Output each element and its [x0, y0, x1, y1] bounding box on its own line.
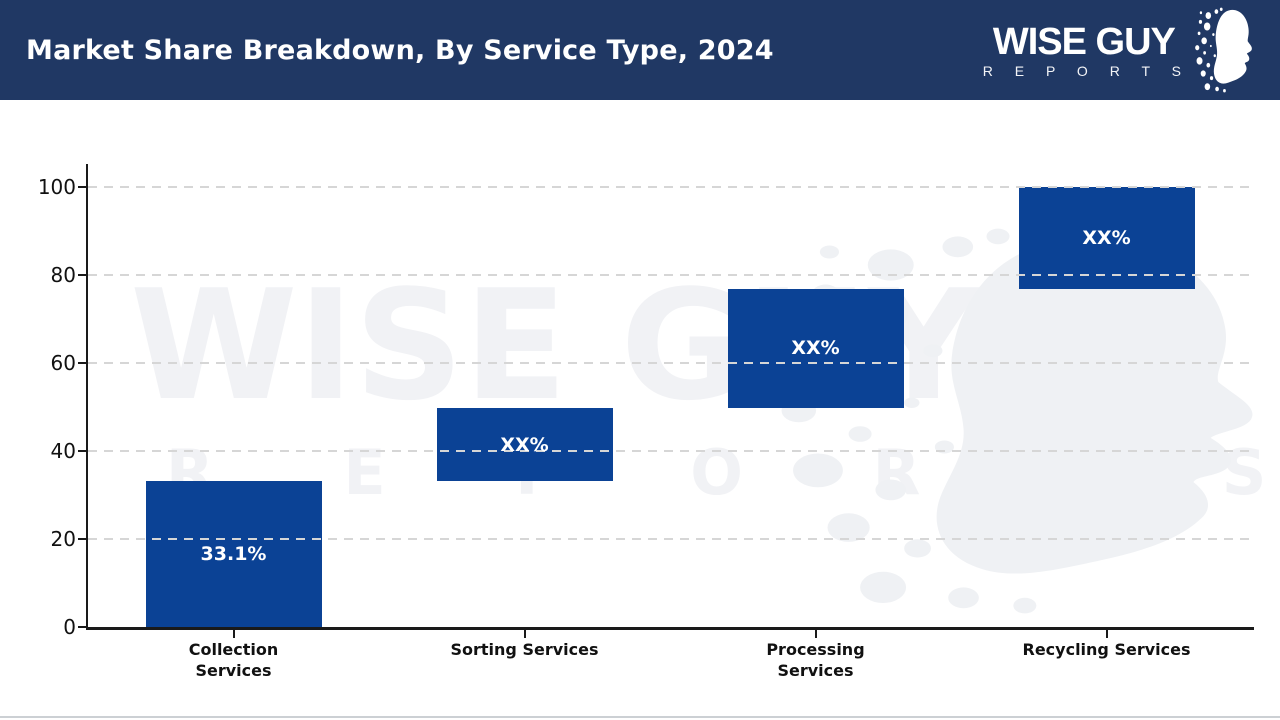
gridline-20	[88, 538, 1252, 540]
y-tick-label: 80	[50, 263, 76, 287]
wise-guy-head-icon	[1195, 7, 1252, 93]
x-tick-label-collection-services: Collection Services	[114, 639, 354, 681]
x-tick-label-line: Services	[195, 661, 272, 680]
x-axis-line	[86, 627, 1254, 630]
bar-recycling-services	[1018, 187, 1195, 290]
x-tick-mark	[232, 630, 235, 638]
y-tick-mark	[78, 450, 87, 452]
gridline-40	[88, 450, 1252, 452]
y-axis-line	[86, 164, 88, 630]
y-tick-mark	[78, 186, 87, 188]
x-tick-label-recycling-services: Recycling Services	[987, 639, 1227, 660]
y-tick-mark	[78, 362, 87, 364]
bar-value-label: 33.1%	[200, 543, 267, 566]
y-tick-label: 60	[50, 351, 76, 375]
x-tick-label-sorting-services: Sorting Services	[405, 639, 645, 660]
gridline-100	[88, 186, 1252, 188]
bar-processing-services	[727, 289, 904, 408]
x-tick-label-line: Collection	[188, 640, 279, 659]
bar-sorting-services	[436, 407, 613, 482]
logo-wordmark: WISE GUY	[992, 20, 1176, 63]
gridline-80	[88, 274, 1252, 276]
header-bar: Market Share Breakdown, By Service Type,…	[0, 0, 1280, 100]
y-tick-mark	[78, 538, 87, 540]
x-tick-label-processing-services: Processing Services	[696, 639, 936, 681]
y-tick-mark	[78, 274, 87, 276]
y-tick-label: 0	[63, 615, 76, 639]
x-tick-mark	[1105, 630, 1108, 638]
bar-value-label: XX%	[1082, 227, 1131, 250]
bar-value-label: XX%	[500, 433, 549, 456]
page-title: Market Share Breakdown, By Service Type,…	[26, 34, 774, 66]
x-tick-mark	[523, 630, 526, 638]
logo-text: WISE GUY R E P O R T S	[978, 22, 1190, 79]
x-tick-mark	[814, 630, 817, 638]
y-tick-label: 40	[50, 439, 76, 463]
y-tick-mark	[78, 626, 87, 628]
logo-subtext: R E P O R T S	[982, 62, 1190, 79]
bottom-border	[0, 716, 1280, 718]
x-tick-label-line: Processing	[766, 640, 865, 659]
y-tick-label: 20	[50, 527, 76, 551]
x-tick-label-line: Sorting Services	[450, 640, 599, 659]
bar-value-label: XX%	[791, 337, 840, 360]
y-tick-label: 100	[37, 175, 76, 199]
bar-collection-services	[145, 481, 322, 627]
wise-guy-logo: WISE GUY R E P O R T S	[978, 7, 1254, 93]
gridline-60	[88, 362, 1252, 364]
x-tick-label-line: Recycling Services	[1022, 640, 1191, 659]
x-tick-label-line: Services	[777, 661, 854, 680]
